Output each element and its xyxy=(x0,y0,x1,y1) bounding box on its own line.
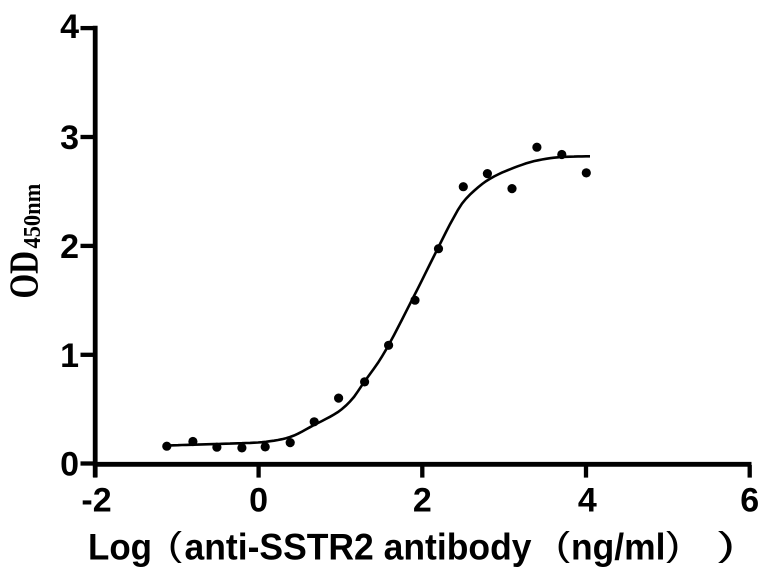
svg-text:): ) xyxy=(718,526,735,564)
svg-text:6: 6 xyxy=(740,481,759,519)
svg-text:Log: Log xyxy=(88,527,152,568)
svg-text:3: 3 xyxy=(60,119,79,157)
svg-text:-2: -2 xyxy=(81,481,111,519)
svg-text:ng/ml: ng/ml xyxy=(571,527,666,568)
svg-text:0: 0 xyxy=(249,481,268,519)
svg-text:2: 2 xyxy=(60,228,79,266)
svg-text:4: 4 xyxy=(60,8,79,46)
svg-text:anti-SSTR2 antibody: anti-SSTR2 antibody xyxy=(185,527,532,568)
svg-text:(: ( xyxy=(556,526,571,564)
svg-text:1: 1 xyxy=(60,337,79,375)
svg-text:0: 0 xyxy=(60,446,79,484)
svg-text:450nm: 450nm xyxy=(19,184,46,249)
svg-text:OD: OD xyxy=(1,251,47,299)
svg-text:(: ( xyxy=(168,526,183,564)
svg-text:2: 2 xyxy=(413,481,432,519)
svg-text:): ) xyxy=(666,526,680,564)
svg-text:4: 4 xyxy=(578,481,597,519)
